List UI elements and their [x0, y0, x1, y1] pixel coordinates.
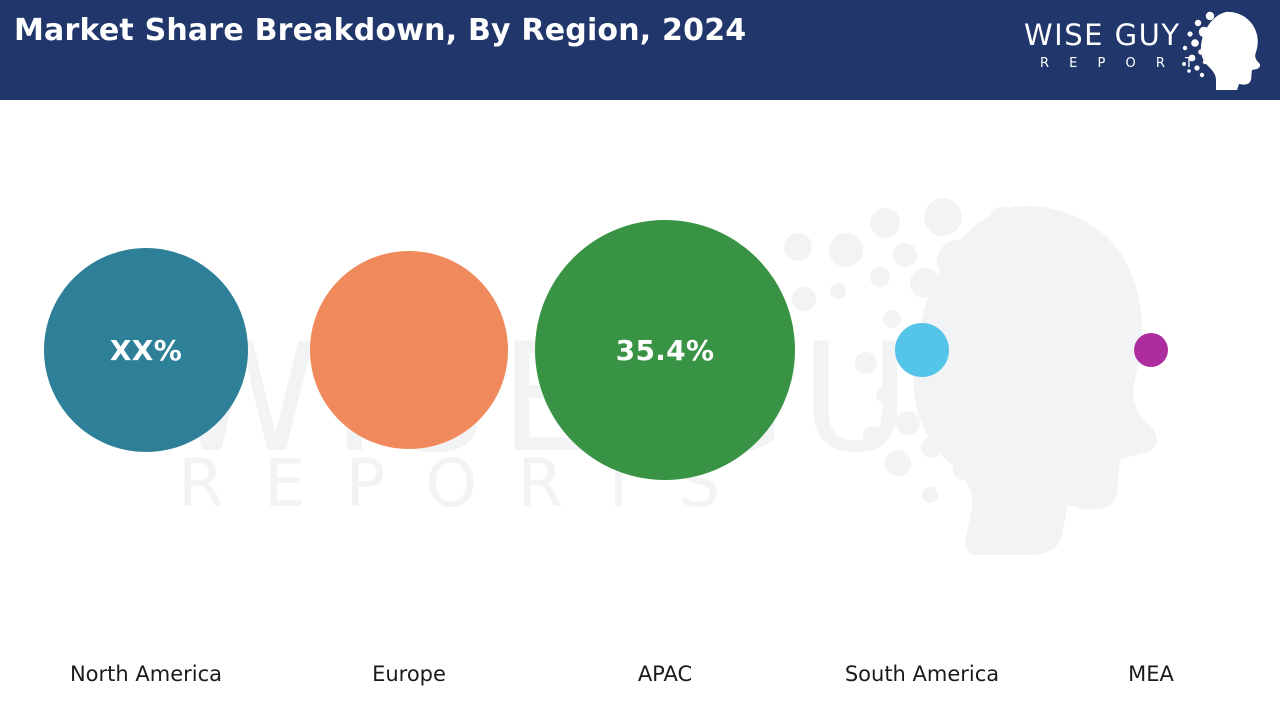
brand-logo: WISE GUY R E P O R T S [1018, 8, 1266, 92]
category-label-north-america: North America [69, 662, 223, 686]
category-label-south-america: South America [844, 662, 1000, 686]
page-title: Market Share Breakdown, By Region, 2024 [14, 13, 747, 48]
category-label-apac: APAC [637, 662, 693, 686]
bubble-chart: XX% 35.4% [0, 100, 1280, 720]
bubble-apac[interactable]: 35.4% [535, 220, 795, 480]
logo-wordmark: WISE GUY [1024, 18, 1181, 52]
category-label-europe: Europe [372, 662, 446, 686]
bubble-value-north-america: XX% [109, 333, 183, 367]
bubble-north-america[interactable]: XX% [44, 248, 248, 452]
bubble-value-apac: 35.4% [615, 333, 715, 367]
bubble-europe[interactable] [310, 251, 508, 449]
category-labels: North America Europe APAC South America … [0, 662, 1280, 706]
bubble-south-america[interactable] [895, 323, 949, 377]
category-label-mea: MEA [1128, 662, 1174, 686]
dotted-head-profile-icon [1182, 11, 1261, 90]
logo-subword: R E P O R T S [1040, 56, 1230, 71]
page-header: Market Share Breakdown, By Region, 2024 … [0, 0, 1280, 100]
bubble-mea[interactable] [1134, 333, 1168, 367]
